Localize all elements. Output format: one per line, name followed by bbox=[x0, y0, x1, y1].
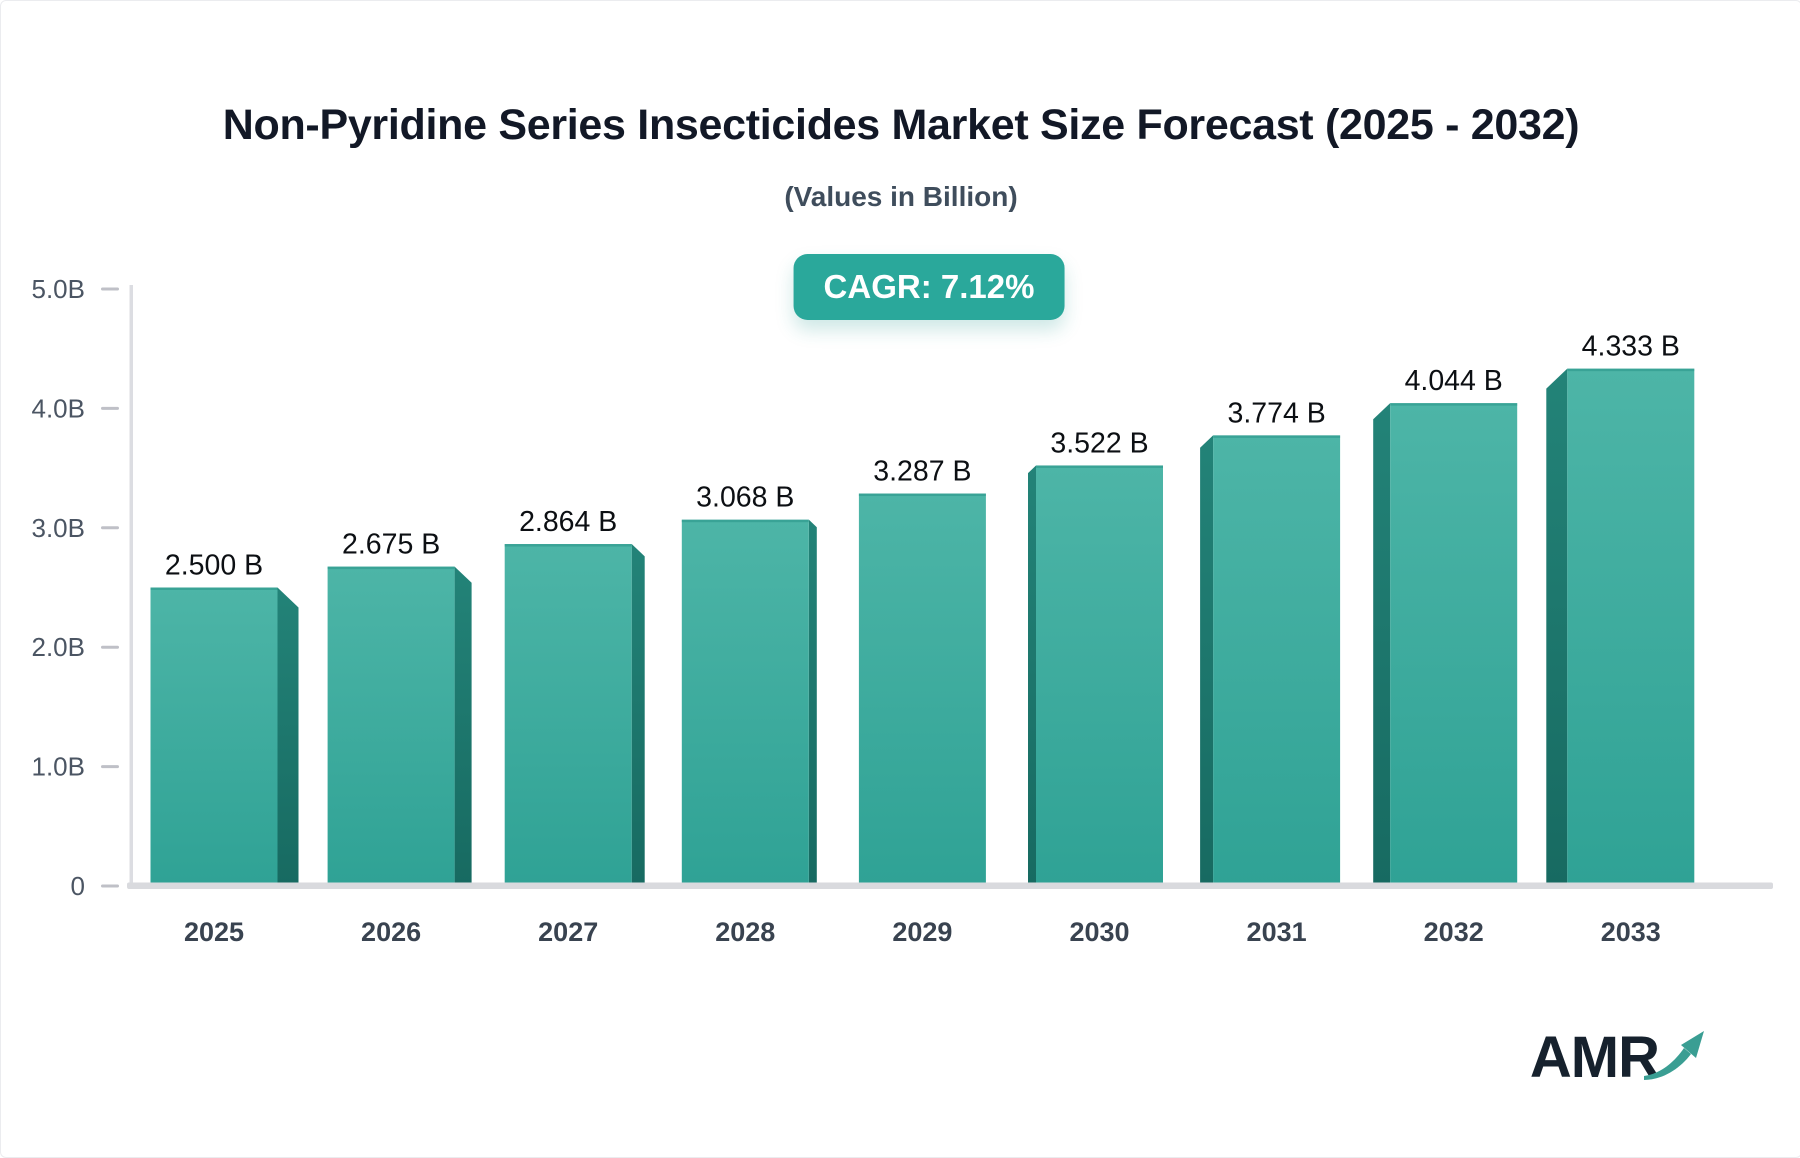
y-axis-tick-mark bbox=[101, 526, 119, 530]
x-axis-label: 2027 bbox=[538, 917, 598, 947]
bar-side-face bbox=[454, 566, 472, 886]
cagr-badge: CAGR: 7.12% bbox=[793, 254, 1065, 320]
y-axis-tick-label: 0 bbox=[71, 871, 85, 901]
bar-top-edge bbox=[1390, 403, 1518, 406]
x-axis-label: 2033 bbox=[1601, 917, 1661, 947]
bar bbox=[150, 587, 278, 886]
x-axis-label: 2028 bbox=[715, 917, 775, 947]
bar-top-edge bbox=[150, 587, 278, 590]
y-axis-line bbox=[129, 285, 133, 888]
x-axis-baseline bbox=[127, 882, 1773, 889]
y-axis-tick-mark bbox=[101, 884, 119, 888]
y-axis-tick-mark bbox=[101, 406, 119, 410]
bar-value-label: 3.774 B bbox=[1227, 397, 1325, 429]
x-axis-label: 2029 bbox=[892, 917, 952, 947]
x-axis-label: 2031 bbox=[1247, 917, 1307, 947]
bar-side-face bbox=[808, 519, 817, 886]
bar-value-label: 2.864 B bbox=[519, 506, 617, 538]
y-axis-tick-label: 5.0B bbox=[32, 274, 86, 304]
growth-arrow-icon bbox=[1644, 1031, 1704, 1080]
bar-top-edge bbox=[1213, 435, 1341, 438]
bar-top-edge bbox=[327, 566, 455, 570]
bar-side-face bbox=[1373, 403, 1391, 886]
bar-side-face bbox=[1200, 435, 1214, 886]
bar-side-face bbox=[277, 587, 299, 886]
bar-value-label: 4.333 B bbox=[1582, 331, 1680, 363]
bar-value-label: 4.044 B bbox=[1405, 365, 1503, 397]
bar bbox=[1567, 368, 1695, 887]
page-title: Non-Pyridine Series Insecticides Market … bbox=[222, 101, 1580, 149]
y-axis-tick-label: 2.0B bbox=[32, 632, 86, 662]
bar-side-face bbox=[631, 544, 645, 886]
bar-side-face bbox=[1546, 368, 1568, 887]
x-axis-label: 2026 bbox=[361, 917, 421, 947]
bar-top-edge bbox=[681, 519, 809, 523]
bar-value-label: 2.675 B bbox=[342, 529, 440, 561]
y-axis-tick-label: 3.0B bbox=[32, 513, 86, 543]
x-axis-label: 2030 bbox=[1069, 917, 1129, 947]
bar-value-label: 3.522 B bbox=[1050, 427, 1148, 459]
bar-top-edge bbox=[1036, 465, 1163, 468]
bar bbox=[1036, 465, 1163, 886]
bar-value-label: 3.287 B bbox=[873, 456, 971, 488]
y-axis-tick-mark bbox=[101, 645, 119, 649]
amr-logo: AMR bbox=[1530, 1029, 1705, 1087]
x-axis-label: 2025 bbox=[184, 917, 244, 947]
bar bbox=[504, 544, 632, 886]
bar bbox=[681, 519, 809, 886]
bar-value-label: 2.500 B bbox=[165, 550, 263, 582]
bar-top-edge bbox=[1567, 368, 1695, 372]
page-subtitle: (Values in Billion) bbox=[784, 181, 1018, 212]
y-axis-tick-label: 1.0B bbox=[32, 752, 86, 782]
x-axis-label: 2032 bbox=[1424, 917, 1484, 947]
y-axis-tick-label: 4.0B bbox=[32, 393, 86, 423]
bar bbox=[327, 566, 455, 886]
bar-side-face bbox=[1028, 465, 1036, 886]
bar bbox=[1213, 435, 1341, 886]
bar-value-label: 3.068 B bbox=[696, 482, 794, 514]
y-axis-tick-mark bbox=[101, 765, 119, 769]
bar-top-edge bbox=[504, 544, 632, 547]
y-axis-tick-mark bbox=[101, 287, 119, 291]
bar bbox=[858, 493, 986, 886]
amr-logo-text: AMR bbox=[1529, 1025, 1660, 1090]
bar bbox=[1390, 403, 1518, 886]
bar-top-edge bbox=[858, 493, 986, 497]
